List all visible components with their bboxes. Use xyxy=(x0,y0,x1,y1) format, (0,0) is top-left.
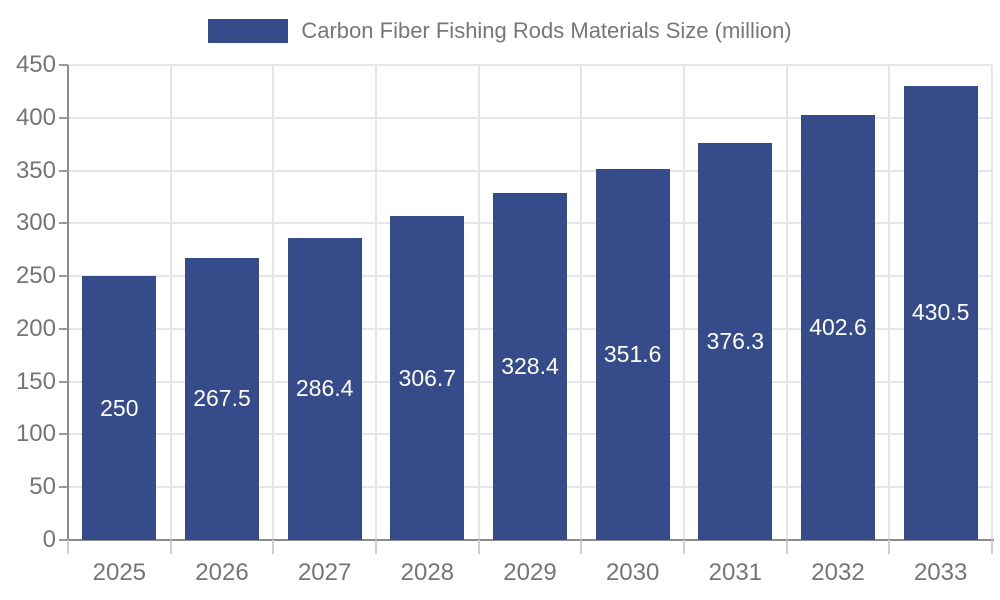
bar-2026: 267.5 xyxy=(185,257,259,540)
bar-value-label: 430.5 xyxy=(911,299,970,326)
y-tick-label: 400 xyxy=(15,103,56,131)
y-axis-line xyxy=(67,65,69,540)
bar-2025: 250 xyxy=(82,276,157,540)
bar-2031: 376.3 xyxy=(698,142,773,540)
y-tick xyxy=(59,64,68,66)
y-tick xyxy=(59,327,68,330)
y-tick xyxy=(59,433,68,436)
y-tick-label: 150 xyxy=(15,367,56,395)
y-tick xyxy=(59,486,68,489)
y-tick xyxy=(59,275,68,278)
bar-value-label: 376.3 xyxy=(706,327,765,354)
x-tick xyxy=(477,540,480,554)
bar-value-label: 286.4 xyxy=(295,375,354,402)
y-tick xyxy=(59,539,68,541)
bar-2028: 306.7 xyxy=(390,216,465,540)
y-tick-label: 450 xyxy=(15,51,56,78)
bar-value-label: 306.7 xyxy=(398,364,457,391)
bar-value-label: 267.5 xyxy=(193,385,251,412)
x-tick xyxy=(67,540,69,554)
gridline-v xyxy=(991,65,993,540)
gridline-v xyxy=(580,65,583,540)
gridline-h xyxy=(68,116,992,119)
y-tick-label: 0 xyxy=(42,526,56,553)
bar-value-label: 402.6 xyxy=(809,314,867,341)
x-tick-label: 2027 xyxy=(297,559,352,586)
x-tick xyxy=(785,540,788,554)
bar-value-label: 351.6 xyxy=(603,340,662,367)
x-tick-label: 2031 xyxy=(708,559,763,586)
x-tick-label: 2026 xyxy=(195,559,249,586)
bar-2027: 286.4 xyxy=(287,237,362,540)
bar-2029: 328.4 xyxy=(493,193,567,540)
gridline-v xyxy=(785,65,788,540)
y-tick-label: 350 xyxy=(15,156,56,184)
y-tick-label: 100 xyxy=(15,420,56,448)
gridline-v xyxy=(888,65,891,540)
plot-area: 0 50 100 150 200 250 300 350 400 450 250 2025 267.5 2… xyxy=(16,52,994,586)
legend-swatch xyxy=(208,19,289,43)
x-tick-label: 2025 xyxy=(92,559,147,586)
x-tick-label: 2028 xyxy=(400,559,455,586)
bar-value-label: 328.4 xyxy=(501,353,559,380)
gridline-v xyxy=(683,65,685,540)
bar-2032: 402.6 xyxy=(801,115,875,540)
legend-label: Carbon Fiber Fishing Rods Materials Size… xyxy=(301,18,792,43)
bar-value-label: 250 xyxy=(100,394,139,421)
gridline-h xyxy=(68,64,992,66)
x-tick xyxy=(169,540,172,554)
bar-2030: 351.6 xyxy=(595,168,670,540)
x-tick-label: 2032 xyxy=(811,559,865,586)
x-tick xyxy=(991,540,993,554)
gridline-v xyxy=(272,65,275,540)
bar-2033: 430.5 xyxy=(903,85,978,540)
y-tick xyxy=(59,380,68,383)
x-tick-label: 2030 xyxy=(605,559,660,586)
x-axis-line xyxy=(59,539,994,541)
x-tick xyxy=(683,540,685,554)
y-tick-label: 50 xyxy=(29,473,56,501)
x-tick xyxy=(375,540,377,554)
gridline-h xyxy=(68,169,992,172)
y-tick-label: 250 xyxy=(15,262,56,290)
y-tick xyxy=(59,169,68,172)
x-tick xyxy=(888,540,891,554)
gridline-v xyxy=(477,65,480,540)
x-tick xyxy=(580,540,583,554)
y-tick-label: 200 xyxy=(15,314,56,342)
legend: Carbon Fiber Fishing Rods Materials Size… xyxy=(0,19,1000,43)
x-tick-label: 2029 xyxy=(503,559,557,586)
x-tick xyxy=(272,540,275,554)
y-tick xyxy=(59,222,68,225)
gridline-v xyxy=(375,65,377,540)
gridline-v xyxy=(169,65,172,540)
x-tick-label: 2033 xyxy=(913,559,968,586)
y-tick-label: 300 xyxy=(15,209,56,237)
y-tick xyxy=(59,116,68,119)
